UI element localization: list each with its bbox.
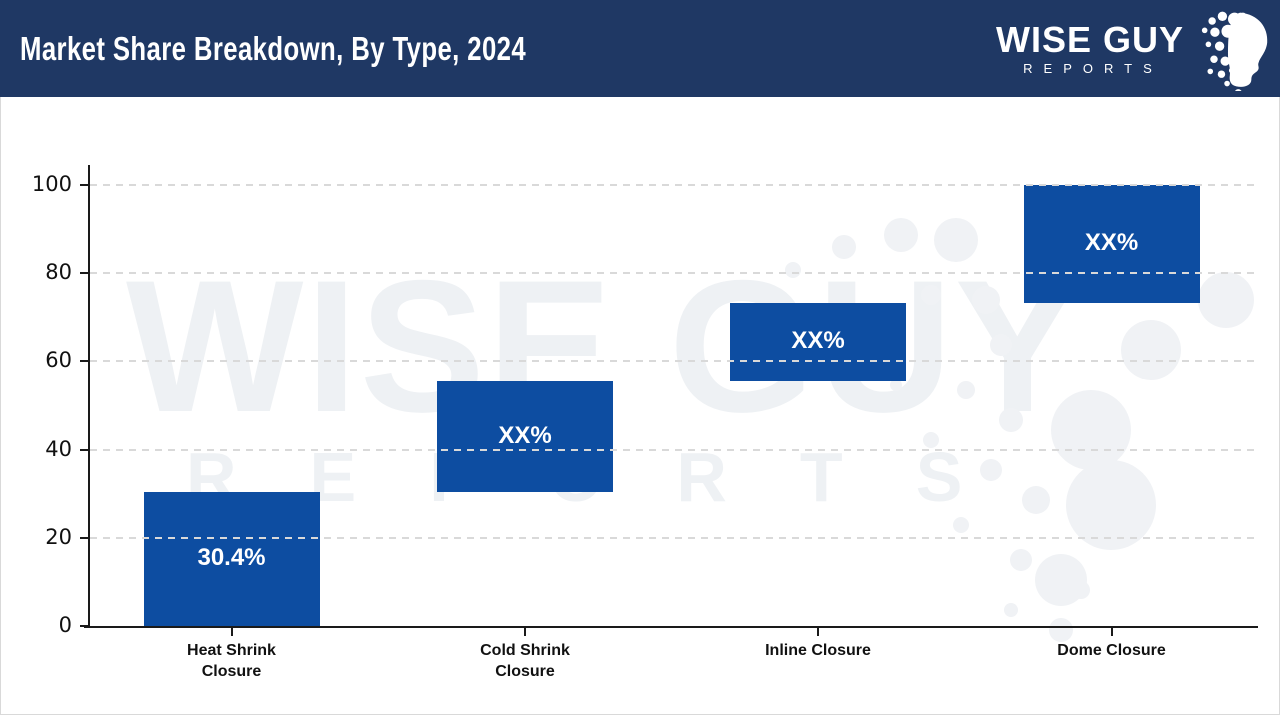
x-category-label-cold-shrink-closure: Cold Shrink Closure	[480, 642, 570, 680]
y-tick-mark	[80, 272, 88, 275]
gridline-20	[90, 536, 1258, 539]
x-tick-mark	[817, 628, 819, 636]
y-tick-label: 80	[45, 260, 72, 285]
gridline-100	[90, 184, 1258, 186]
y-tick-mark	[80, 184, 88, 186]
y-tick-label: 20	[45, 524, 72, 549]
y-tick-mark	[80, 625, 88, 627]
bar-value-label-dome-closure: XX%	[1084, 228, 1139, 256]
bar-inline-closure	[730, 302, 906, 382]
bar-heat-shrink-closure	[143, 491, 320, 626]
bar-value-label-inline-closure: XX%	[791, 326, 845, 354]
y-tick-label: 60	[45, 348, 72, 373]
y-tick-mark	[80, 448, 88, 451]
y-tick-label: 100	[31, 172, 72, 196]
logo-wordmark-block: WISE GUY REPORTS	[995, 19, 1184, 76]
watermark-face-pattern	[785, 218, 1254, 642]
gridline-80	[90, 272, 1258, 275]
x-category-label-inline-closure: Inline Closure	[765, 642, 871, 659]
logo-face-icon	[1201, 11, 1268, 91]
bar-value-label-cold-shrink-closure: XX%	[498, 421, 552, 449]
x-tick-mark	[524, 628, 526, 636]
y-tick-mark	[80, 360, 88, 363]
bar-cold-shrink-closure	[437, 381, 613, 492]
y-axis-line	[88, 165, 90, 628]
gridline-40	[90, 448, 1258, 451]
x-tick-mark	[1110, 628, 1113, 636]
x-category-label-heat-shrink-closure: Heat Shrink Closure	[187, 642, 276, 680]
y-tick-label: 40	[45, 436, 72, 461]
logo-wordmark: WISE GUY	[995, 19, 1184, 60]
brand-logo: WISE GUY REPORTS	[996, 7, 1270, 91]
bar-dome-closure	[1023, 185, 1200, 303]
y-tick-mark	[80, 536, 88, 539]
bar-value-label-heat-shrink-closure: 30.4%	[197, 543, 266, 571]
x-tick-mark	[230, 628, 233, 636]
header-bar: Market Share Breakdown, By Type, 2024 WI…	[0, 0, 1280, 97]
x-axis-line	[84, 626, 1258, 628]
x-category-label-dome-closure: Dome Closure	[1057, 642, 1166, 659]
y-tick-label: 0	[58, 613, 72, 637]
gridline-60	[90, 360, 1258, 363]
logo-subtitle: REPORTS	[1023, 61, 1163, 76]
page-title: Market Share Breakdown, By Type, 2024	[20, 29, 527, 67]
